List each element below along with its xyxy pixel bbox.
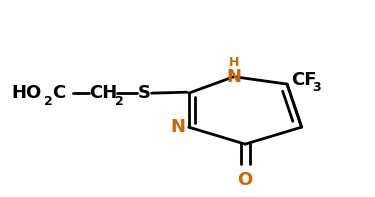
Text: S: S <box>138 84 151 102</box>
Text: C: C <box>52 84 65 102</box>
Text: N: N <box>170 118 185 136</box>
Text: HO: HO <box>12 84 42 102</box>
Text: 3: 3 <box>312 81 321 94</box>
Text: 2: 2 <box>115 95 124 108</box>
Text: CF: CF <box>291 71 316 89</box>
Text: CH: CH <box>89 84 117 102</box>
Text: 2: 2 <box>44 95 53 108</box>
Text: O: O <box>238 171 253 189</box>
Text: N: N <box>226 68 242 86</box>
Text: H: H <box>229 56 239 69</box>
